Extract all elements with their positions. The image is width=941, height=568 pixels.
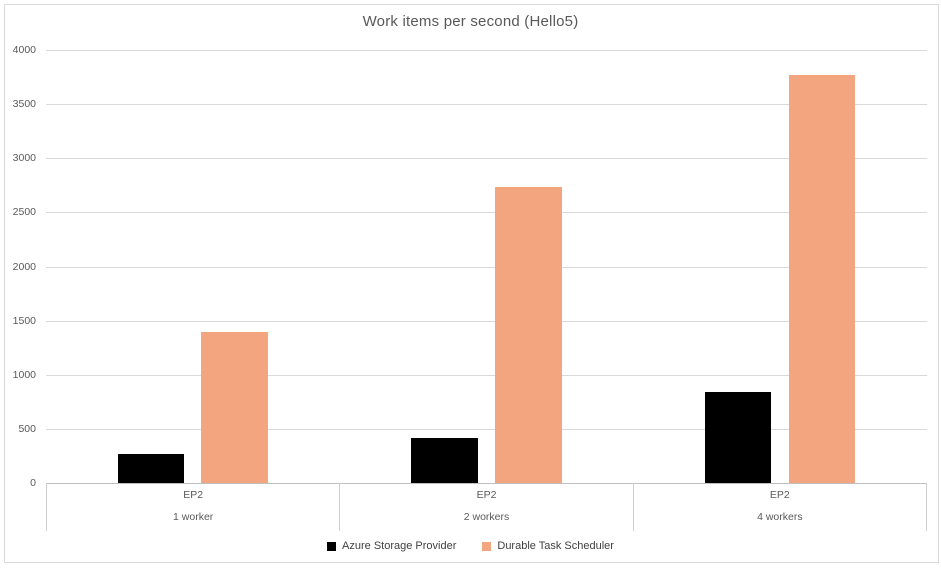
legend-label: Azure Storage Provider [342, 540, 457, 552]
y-tick-label-0: 0 [30, 477, 36, 489]
x-axis-line [46, 483, 927, 484]
legend: Azure Storage Provider Durable Task Sched… [0, 540, 941, 552]
chart-border [4, 4, 939, 563]
gridline-2500 [46, 212, 927, 214]
y-tick-label-2500: 2500 [12, 206, 36, 219]
legend-swatch-icon [327, 541, 337, 551]
plot-area: 0 500 1000 1500 2000 2500 3000 3500 4000 [13, 44, 927, 489]
y-tick-label-1500: 1500 [12, 314, 36, 327]
gridline-1500 [46, 320, 927, 322]
category-label-workers: 1 worker [173, 510, 214, 523]
y-tick-label-3500: 3500 [12, 98, 36, 111]
bar-group-4-workers [633, 50, 927, 483]
legend-swatch-icon [482, 541, 492, 551]
gridline-500 [46, 428, 927, 430]
bar-azure-storage-provider-1-worker [117, 454, 185, 483]
legend-item-durable-task-scheduler: Durable Task Scheduler [482, 540, 614, 552]
legend-item-azure-storage-provider: Azure Storage Provider [327, 540, 456, 552]
bar-durable-task-scheduler-4-workers [788, 74, 856, 483]
category-cell-2-workers: EP2 2 workers [339, 483, 632, 531]
gridline-1000 [46, 374, 927, 376]
gridline-3500 [46, 104, 927, 106]
category-label-workers: 2 workers [463, 510, 510, 523]
category-cell-4-workers: EP2 4 workers [632, 483, 926, 531]
y-tick-label-1000: 1000 [12, 368, 36, 381]
gridline-4000 [46, 50, 927, 51]
bar-group-1-worker [46, 50, 340, 483]
bar-durable-task-scheduler-1-worker [201, 332, 269, 483]
bar-azure-storage-provider-4-workers [704, 392, 772, 483]
y-tick-label-4000: 4000 [12, 44, 36, 56]
bar-azure-storage-provider-2-workers [411, 437, 478, 483]
chart-title: Work items per second (Hello5) [362, 13, 579, 30]
gridline-2000 [46, 266, 927, 268]
bar-durable-task-scheduler-2-workers [495, 186, 562, 483]
category-cell-1-worker: EP2 1 worker [46, 483, 339, 531]
y-tick-label-500: 500 [18, 422, 36, 435]
gridline-3000 [46, 158, 927, 160]
y-tick-label-2000: 2000 [12, 260, 36, 273]
category-label-sku: EP2 [183, 489, 204, 501]
category-label-sku: EP2 [476, 489, 497, 501]
y-tick-label-3000: 3000 [12, 152, 36, 165]
category-axis: EP2 1 worker EP2 2 workers EP2 4 workers [46, 483, 927, 531]
bar-group-2-workers [340, 50, 634, 483]
category-label-workers: 4 workers [757, 510, 803, 523]
category-label-sku: EP2 [769, 489, 790, 501]
legend-label: Durable Task Scheduler [497, 540, 614, 552]
